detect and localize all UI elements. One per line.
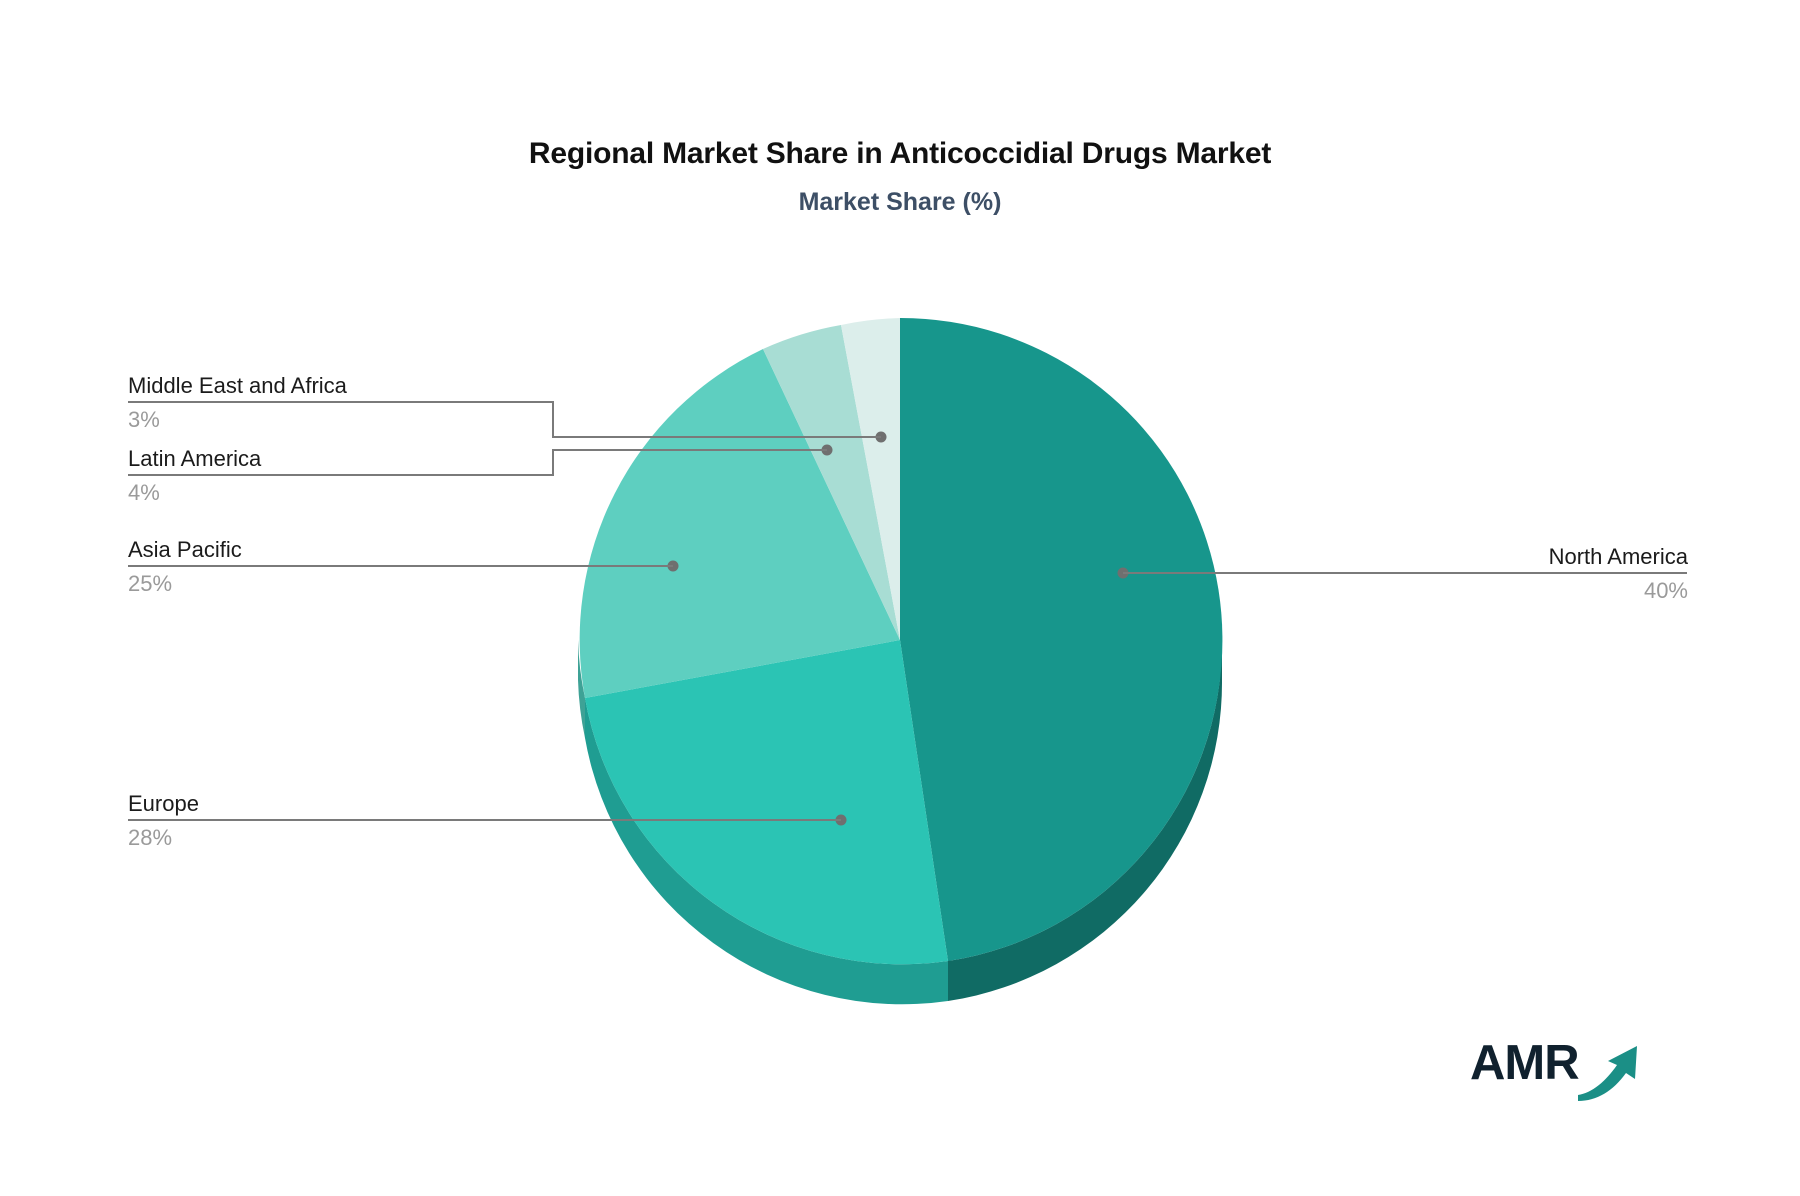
label-asia-pacific: Asia Pacific 25% <box>128 536 242 598</box>
label-name-middle-east-and-africa: Middle East and Africa <box>128 373 347 398</box>
amr-logo: AMR <box>1470 1035 1650 1105</box>
label-middle-east-and-africa: Middle East and Africa 3% <box>128 372 347 434</box>
label-value-middle-east-and-africa: 3% <box>128 407 160 432</box>
label-name-europe: Europe <box>128 791 199 816</box>
leader-line-latin-america <box>128 444 833 476</box>
label-north-america: North America 40% <box>1549 543 1688 605</box>
slice-north-america-fill <box>900 640 1223 961</box>
slice-middle-east-and-africa <box>841 318 900 640</box>
label-value-north-america: 40% <box>1643 578 1688 603</box>
chart-title: Regional Market Share in Anticoccidial D… <box>528 137 1272 170</box>
slice-side-europe <box>585 698 948 1005</box>
chart-subtitle: Market Share (%) <box>798 188 1002 216</box>
amr-logo-text: AMR <box>1470 1036 1580 1090</box>
label-latin-america: Latin America 4% <box>128 445 261 507</box>
label-europe: Europe 28% <box>128 790 199 852</box>
label-name-north-america: North America <box>1548 544 1688 569</box>
leader-line-middle-east-and-africa <box>128 401 887 443</box>
label-value-asia-pacific: 25% <box>128 571 173 596</box>
slice-latin-america <box>763 325 900 640</box>
label-value-latin-america: 4% <box>128 480 160 505</box>
growth-arrow-icon <box>1578 1046 1637 1101</box>
slice-europe <box>585 640 948 965</box>
slice-side-asia-pacific <box>578 640 585 738</box>
slice-side-north-america-2 <box>948 640 1223 1001</box>
label-value-europe: 28% <box>128 825 173 850</box>
label-name-asia-pacific: Asia Pacific <box>128 537 242 562</box>
leader-line-asia-pacific <box>128 560 679 572</box>
label-name-latin-america: Latin America <box>128 446 262 471</box>
leader-line-europe <box>128 814 847 826</box>
leader-line-north-america <box>1117 567 1687 579</box>
